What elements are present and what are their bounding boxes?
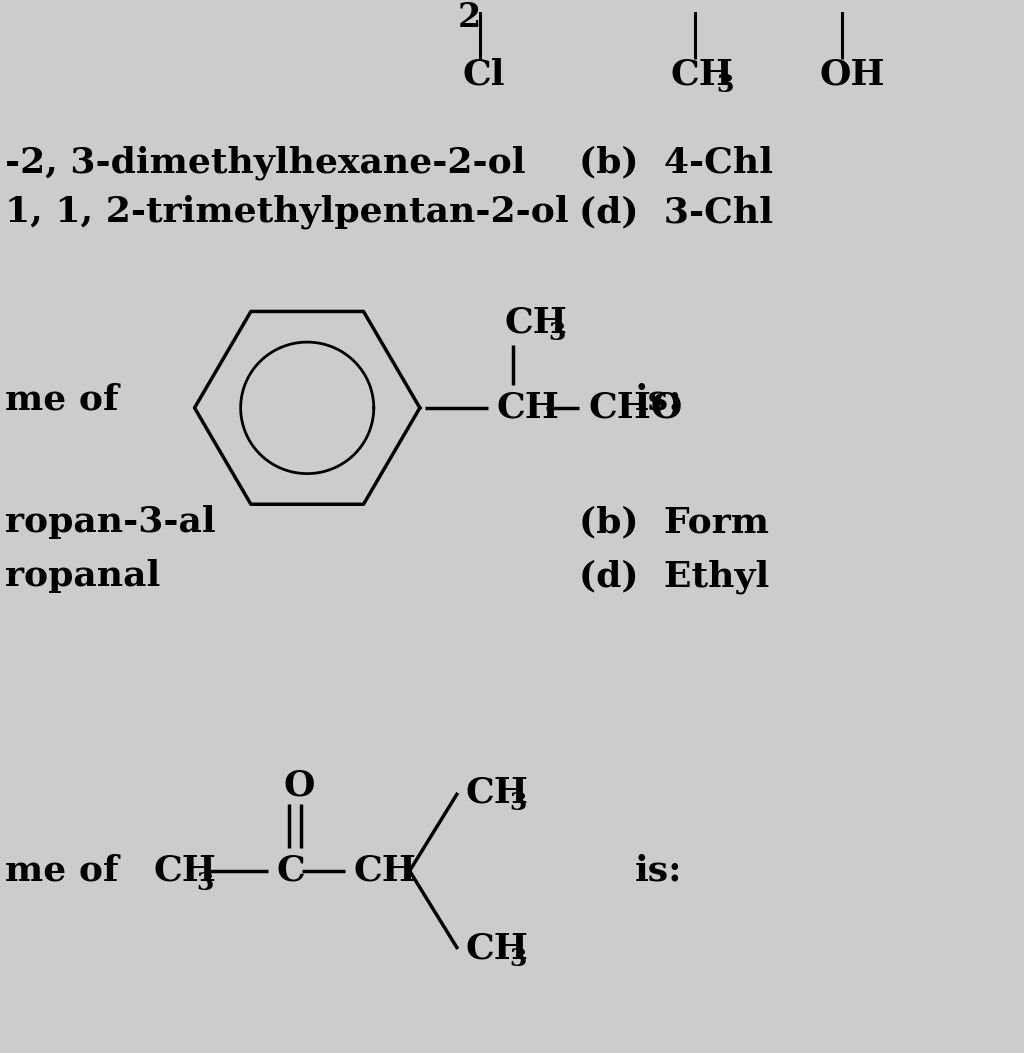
Text: me of: me of bbox=[5, 854, 119, 888]
Text: me of: me of bbox=[5, 382, 119, 417]
Text: C: C bbox=[276, 854, 305, 888]
Text: 3: 3 bbox=[717, 74, 734, 97]
Text: CH: CH bbox=[466, 932, 528, 966]
Text: 3: 3 bbox=[548, 321, 565, 345]
Text: Cl: Cl bbox=[463, 58, 506, 92]
Text: is:: is: bbox=[635, 854, 682, 888]
Text: (b)  4-Chl: (b) 4-Chl bbox=[579, 145, 772, 179]
Text: (b)  Form: (b) Form bbox=[579, 505, 769, 539]
Text: 3: 3 bbox=[197, 872, 214, 895]
Text: O: O bbox=[284, 769, 315, 802]
Text: CH: CH bbox=[466, 776, 528, 810]
Text: CH: CH bbox=[154, 854, 216, 888]
Text: 3: 3 bbox=[509, 791, 526, 815]
Text: -2, 3-dimethylhexane-2-ol: -2, 3-dimethylhexane-2-ol bbox=[5, 145, 525, 179]
Text: 1, 1, 2-trimethylpentan-2-ol: 1, 1, 2-trimethylpentan-2-ol bbox=[5, 195, 568, 230]
Text: CH: CH bbox=[497, 391, 559, 424]
Text: 2: 2 bbox=[458, 1, 481, 34]
Text: CH: CH bbox=[353, 854, 416, 888]
Text: ropan-3-al: ropan-3-al bbox=[5, 505, 216, 539]
Text: CH: CH bbox=[505, 305, 567, 339]
Text: (d)  Ethyl: (d) Ethyl bbox=[579, 559, 769, 594]
Text: CHO: CHO bbox=[589, 391, 683, 424]
Text: is:: is: bbox=[635, 382, 682, 417]
Text: CH: CH bbox=[671, 58, 733, 92]
Text: ropanal: ropanal bbox=[5, 559, 161, 594]
Text: (d)  3-Chl: (d) 3-Chl bbox=[579, 195, 772, 230]
Text: OH: OH bbox=[819, 58, 885, 92]
Text: 3: 3 bbox=[509, 948, 526, 971]
